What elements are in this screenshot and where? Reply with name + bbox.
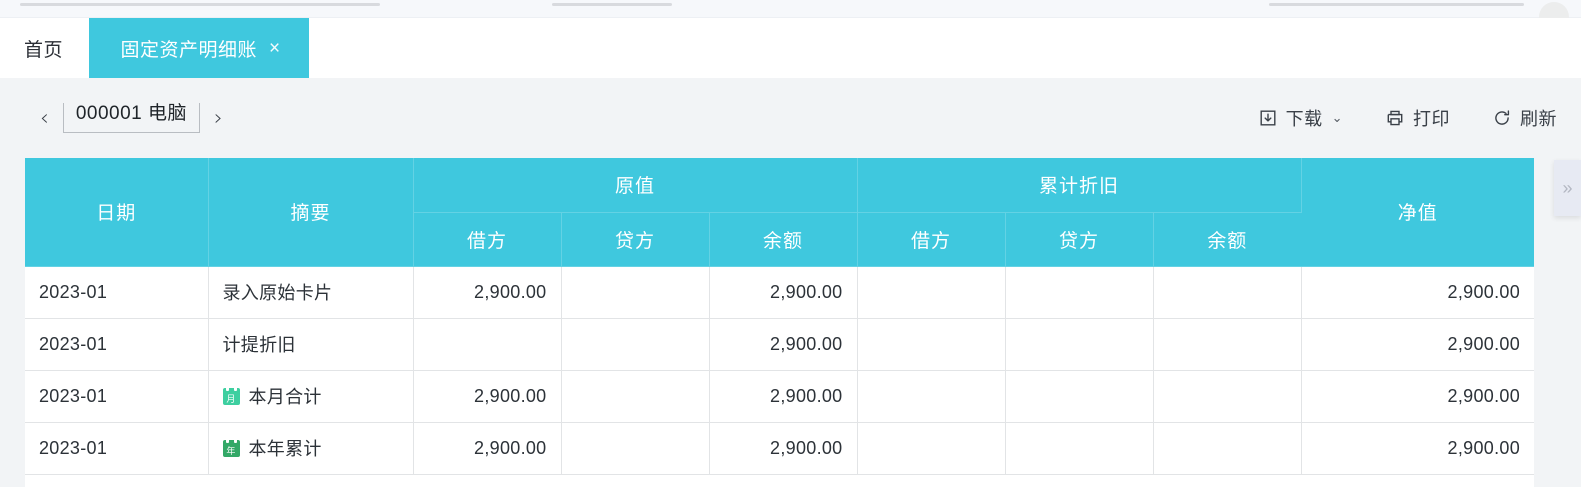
cell-summary: 月本月合计 <box>208 370 414 423</box>
cell-net-value: 2,900.00 <box>1301 266 1534 319</box>
close-icon[interactable]: × <box>268 37 281 59</box>
cell-net-value: 2,900.00 <box>1301 370 1534 423</box>
header-placeholder-line <box>552 3 672 6</box>
cell-ad-debit <box>857 370 1006 423</box>
cell-date: 2023-01 <box>25 370 209 423</box>
cell-ov-credit <box>561 422 710 475</box>
download-icon <box>1258 108 1278 128</box>
panel-collapse-handle[interactable]: » <box>1554 160 1581 216</box>
col-ad-debit: 借方 <box>857 212 1006 267</box>
cell-ov-debit: 2,900.00 <box>413 370 562 423</box>
cell-ov-debit <box>413 318 562 371</box>
tab-fixed-asset-ledger[interactable]: 固定资产明细账 × <box>89 18 310 78</box>
month-total-icon: 月 <box>222 387 240 405</box>
toolbar: ‹ 000001 电脑 › 下载 ⌄ <box>0 78 1581 158</box>
chevron-double-right-icon: » <box>1562 177 1573 198</box>
cell-date: 2023-01 <box>25 318 209 371</box>
tab-home-label: 首页 <box>24 39 64 61</box>
table-body: 2023-01 录入原始卡片 2,900.00 2,900.00 2,900.00 202… <box>25 266 1534 475</box>
cell-ad-balance <box>1153 370 1302 423</box>
ledger-table-container: 日期 摘要 原值 累计折旧 净值 借方 贷方 余额 借方 贷方 余额 2023-… <box>25 158 1534 487</box>
asset-selector: ‹ 000001 电脑 › <box>30 103 233 133</box>
cell-ov-balance: 2,900.00 <box>709 318 858 371</box>
cell-ad-debit <box>857 266 1006 319</box>
table-header-row-2: 借方 贷方 余额 借方 贷方 余额 <box>25 212 1534 267</box>
cell-summary: 计提折旧 <box>208 318 414 371</box>
table-row[interactable]: 2023-01 录入原始卡片 2,900.00 2,900.00 2,900.00 <box>25 266 1534 319</box>
col-ov-debit: 借方 <box>413 212 562 267</box>
cell-ad-debit <box>857 318 1006 371</box>
table-row[interactable]: 2023-01 计提折旧 2,900.00 2,900.00 <box>25 318 1534 371</box>
col-ad-balance: 余额 <box>1153 212 1302 267</box>
print-button[interactable]: 打印 <box>1385 105 1450 131</box>
print-icon <box>1385 108 1405 128</box>
col-net-value: 净值 <box>1301 158 1534 267</box>
asset-input[interactable]: 000001 电脑 <box>62 103 200 133</box>
table-header-row-1: 日期 摘要 原值 累计折旧 净值 <box>25 158 1534 267</box>
cell-summary-label: 计提折旧 <box>222 335 296 355</box>
cell-ad-credit <box>1005 422 1154 475</box>
toolbar-actions: 下载 ⌄ 打印 <box>1258 105 1557 131</box>
col-ov-credit: 贷方 <box>561 212 710 267</box>
cell-date: 2023-01 <box>25 422 209 475</box>
cell-ad-credit <box>1005 266 1154 319</box>
col-summary: 摘要 <box>208 158 414 267</box>
cell-net-value: 2,900.00 <box>1301 318 1534 371</box>
cell-ad-balance <box>1153 422 1302 475</box>
next-asset-icon[interactable]: › <box>214 105 223 131</box>
asset-input-value: 000001 电脑 <box>75 103 187 124</box>
cell-ov-debit: 2,900.00 <box>413 266 562 319</box>
tab-active-label: 固定资产明细账 <box>120 39 257 61</box>
cell-ov-credit <box>561 266 710 319</box>
refresh-icon <box>1492 108 1512 128</box>
fixed-asset-ledger-table: 日期 摘要 原值 累计折旧 净值 借方 贷方 余额 借方 贷方 余额 2023-… <box>25 158 1534 475</box>
cell-summary-label: 本年累计 <box>248 439 322 459</box>
cell-summary-label: 本月合计 <box>248 387 322 407</box>
cell-net-value: 2,900.00 <box>1301 422 1534 475</box>
cell-ad-credit <box>1005 318 1154 371</box>
refresh-button[interactable]: 刷新 <box>1492 105 1557 131</box>
year-total-icon: 年 <box>222 439 240 457</box>
print-label: 打印 <box>1413 109 1450 129</box>
download-button[interactable]: 下载 ⌄ <box>1258 105 1343 131</box>
cell-ad-debit <box>857 422 1006 475</box>
cell-summary: 录入原始卡片 <box>208 266 414 319</box>
download-label: 下载 <box>1285 109 1323 129</box>
cell-ov-balance: 2,900.00 <box>709 370 858 423</box>
tab-bar: 首页 固定资产明细账 × <box>0 18 1581 78</box>
colgroup-accumulated-depreciation: 累计折旧 <box>857 158 1302 213</box>
tab-home[interactable]: 首页 <box>0 18 89 78</box>
cell-summary: 年本年累计 <box>208 422 414 475</box>
cell-ad-balance <box>1153 266 1302 319</box>
prev-asset-icon[interactable]: ‹ <box>40 105 49 131</box>
col-date: 日期 <box>25 158 209 267</box>
cell-ov-balance: 2,900.00 <box>709 266 858 319</box>
cell-ov-credit <box>561 370 710 423</box>
refresh-label: 刷新 <box>1520 109 1557 129</box>
cell-ov-debit: 2,900.00 <box>413 422 562 475</box>
cell-summary-label: 录入原始卡片 <box>222 283 333 303</box>
table-header: 日期 摘要 原值 累计折旧 净值 借方 贷方 余额 借方 贷方 余额 <box>25 158 1534 267</box>
cell-date: 2023-01 <box>25 266 209 319</box>
cell-ad-balance <box>1153 318 1302 371</box>
table-row[interactable]: 2023-01 月本月合计 2,900.00 2,900.00 2,900.00 <box>25 370 1534 423</box>
table-row[interactable]: 2023-01 年本年累计 2,900.00 2,900.00 2,900.00 <box>25 422 1534 475</box>
cell-ov-balance: 2,900.00 <box>709 422 858 475</box>
app-header-strip <box>0 0 1581 32</box>
header-placeholder-line <box>20 3 380 6</box>
cell-ad-credit <box>1005 370 1154 423</box>
header-placeholder-line <box>1269 3 1524 6</box>
chevron-down-icon: ⌄ <box>1331 110 1343 125</box>
col-ad-credit: 贷方 <box>1005 212 1154 267</box>
col-ov-balance: 余额 <box>709 212 858 267</box>
cell-ov-credit <box>561 318 710 371</box>
content-area: ‹ 000001 电脑 › 下载 ⌄ <box>0 78 1581 487</box>
colgroup-original-value: 原值 <box>413 158 858 213</box>
